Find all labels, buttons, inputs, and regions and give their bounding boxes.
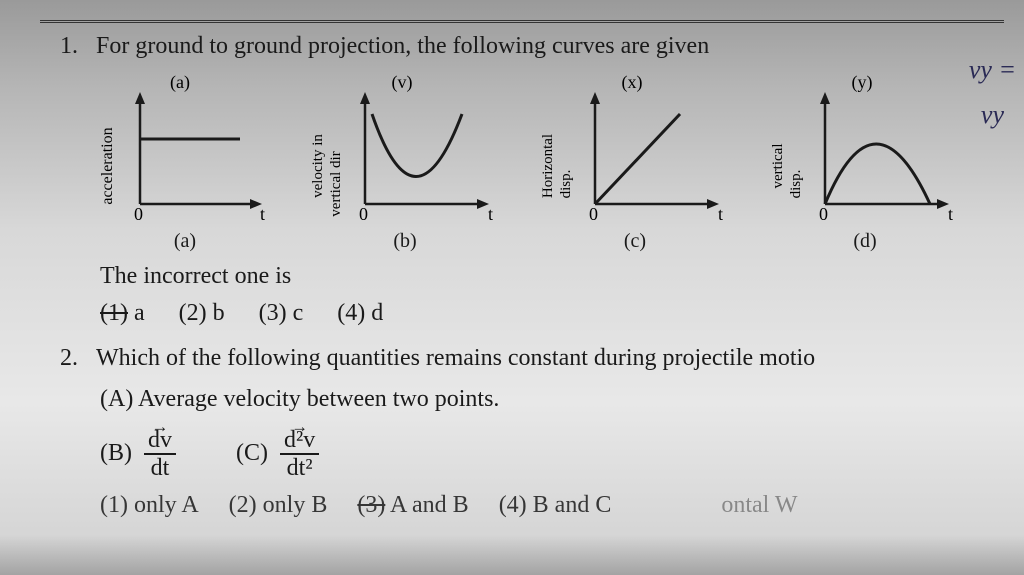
- q1-opt-1-key: (1): [100, 300, 128, 326]
- handwriting-vy: vy: [981, 100, 1004, 130]
- question-2: 2. Which of the following quantities rem…: [60, 345, 984, 519]
- graph-a-origin: 0: [134, 204, 143, 224]
- graph-d-svg: (y) vertical disp. 0 t: [770, 74, 960, 224]
- graph-d-xlabel: t: [948, 204, 953, 224]
- q2-opts-bc: (B) dv dt (C) d²v dt²: [100, 427, 984, 482]
- handwriting-vy-eq: vy =: [969, 55, 1016, 85]
- graph-d: (y) vertical disp. 0 t (d): [770, 74, 960, 253]
- graph-b-ylabel2: vertical dir: [328, 151, 344, 216]
- q2-answer-row: (1) only A (2) only B (3) A and B (4) B …: [100, 492, 984, 519]
- q2-number: 2.: [60, 345, 96, 372]
- q2-ans-2: (2) only B: [229, 492, 328, 519]
- graph-b-xlabel: t: [488, 204, 493, 224]
- graph-a: (a) acceleration 0 t (a): [100, 74, 270, 253]
- graph-c-caption: (c): [624, 230, 646, 253]
- q1-graphs-row: (a) acceleration 0 t (a) (v): [100, 74, 984, 253]
- q1-options: (1) a (2) b (3) c (4) d: [100, 300, 984, 327]
- graph-d-ylabel: vertical: [770, 144, 786, 189]
- q1-text: For ground to ground projection, the fol…: [96, 33, 984, 60]
- q2-opt-c-num: d²v: [284, 427, 315, 453]
- q1-opt-2: (2) b: [179, 300, 225, 327]
- graph-a-svg: (a) acceleration 0 t: [100, 74, 270, 224]
- q2-opt-b-den: dt: [147, 455, 174, 481]
- q1-opt-2-key: (2): [179, 300, 207, 326]
- graph-b-ylabel: velocity in: [310, 134, 326, 198]
- graph-b: (v) velocity in vertical dir 0 t (b): [310, 74, 500, 253]
- graph-c-xlabel: t: [718, 204, 723, 224]
- page-top-rule: [40, 20, 1004, 23]
- graph-c-svg: (x) Horizontal disp. 0 t: [540, 74, 730, 224]
- q1-opt-4-key: (4): [337, 300, 365, 326]
- q2-opt-c-den: dt²: [283, 455, 317, 481]
- bottom-shadow: [0, 535, 1024, 575]
- q2-ans-1: (1) only A: [100, 492, 199, 519]
- q2-opt-c-prefix: (C): [236, 440, 268, 466]
- q2-opt-c: (C) d²v dt²: [236, 427, 319, 482]
- graph-a-xlabel: t: [260, 204, 265, 224]
- q2-text: Which of the following quantities remain…: [96, 345, 984, 372]
- graph-d-top: (y): [852, 74, 873, 93]
- graph-b-caption: (b): [393, 230, 416, 253]
- q1-opt-1: (1) a: [100, 300, 145, 327]
- q1-subtext: The incorrect one is: [100, 263, 984, 290]
- q1-opt-3: (3) c: [259, 300, 304, 327]
- q2-opt-b-prefix: (B): [100, 440, 132, 466]
- q2-opt-a: (A) Average velocity between two points.: [100, 386, 984, 413]
- graph-b-origin: 0: [359, 204, 368, 224]
- q1-opt-4: (4) d: [337, 300, 383, 327]
- graph-c-origin: 0: [589, 204, 598, 224]
- q2-opt-b: (B) dv dt: [100, 427, 176, 482]
- graph-d-caption: (d): [853, 230, 876, 253]
- q2-tail: ontal W: [721, 492, 797, 519]
- graph-c-ylabel: Horizontal: [540, 134, 556, 198]
- graph-b-top: (v): [392, 74, 413, 93]
- graph-c: (x) Horizontal disp. 0 t (c): [540, 74, 730, 253]
- graph-a-top: (a): [170, 74, 190, 93]
- question-1: 1. For ground to ground projection, the …: [60, 33, 984, 327]
- graph-a-ylabel: acceleration: [100, 127, 116, 204]
- graph-a-caption: (a): [174, 230, 196, 253]
- graph-d-ylabel2: disp.: [788, 170, 804, 199]
- q1-opt-1-label: a: [134, 300, 145, 326]
- q2-opt-c-fraction: d²v dt²: [280, 427, 319, 482]
- q1-number: 1.: [60, 33, 96, 60]
- q1-opt-2-label: b: [213, 300, 225, 326]
- q2-opt-b-num: dv: [148, 427, 172, 453]
- q1-opt-4-label: d: [371, 300, 383, 326]
- q2-ans-4: (4) B and C: [499, 492, 612, 519]
- q2-ans-3: (3) A and B: [357, 492, 468, 519]
- q1-opt-3-key: (3): [259, 300, 287, 326]
- graph-c-top: (x): [622, 74, 643, 93]
- q1-opt-3-label: c: [293, 300, 304, 326]
- graph-b-svg: (v) velocity in vertical dir 0 t: [310, 74, 500, 224]
- q2-opt-b-fraction: dv dt: [144, 427, 176, 482]
- graph-c-ylabel2: disp.: [558, 170, 574, 199]
- graph-d-origin: 0: [819, 204, 828, 224]
